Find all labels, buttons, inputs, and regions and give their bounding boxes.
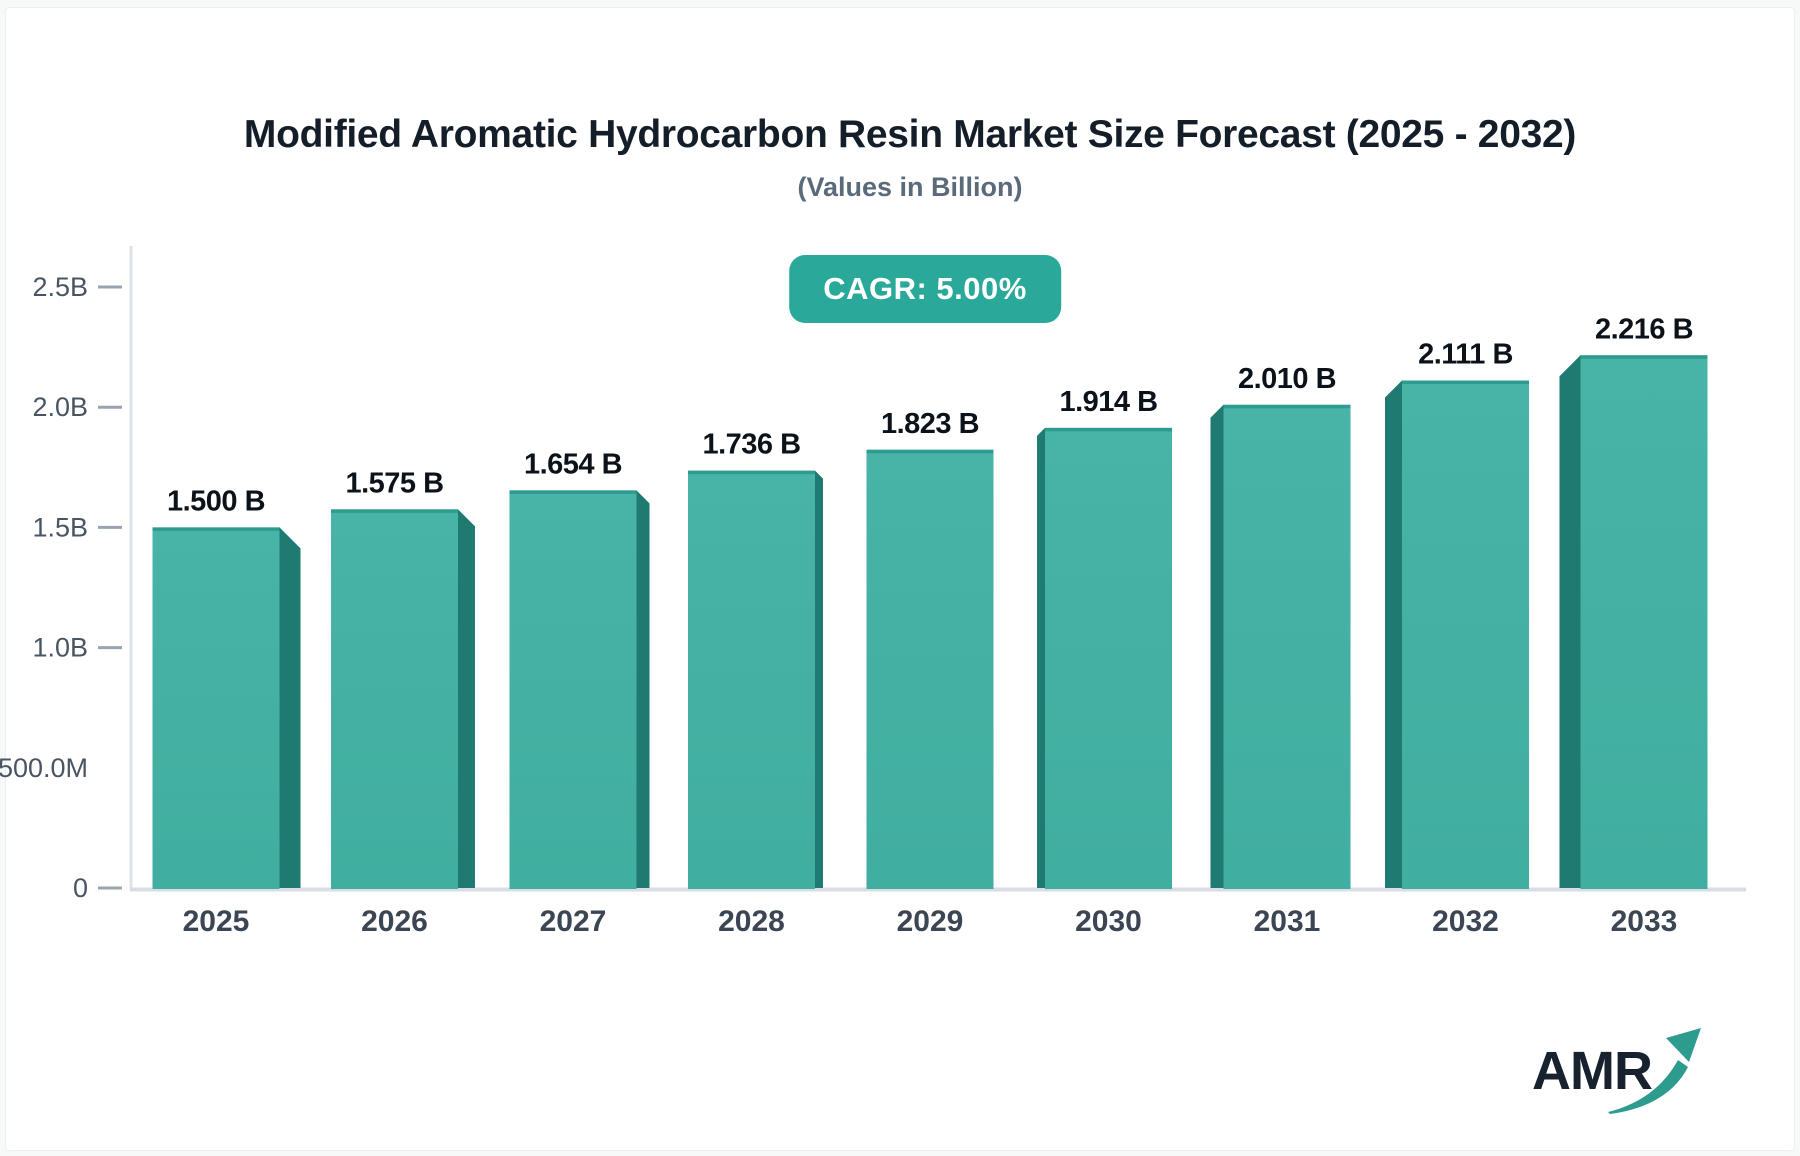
- chart-header: Modified Aromatic Hydrocarbon Resin Mark…: [20, 110, 1800, 203]
- bar-top-edge: [509, 490, 637, 494]
- bar-2030: [1045, 427, 1172, 889]
- bar-top-edge: [331, 509, 458, 513]
- bar-side-face: [279, 527, 301, 888]
- y-axis-tick-label: 2.5B: [32, 272, 88, 302]
- bar-2027: [509, 490, 637, 889]
- bar-value-label: 2.010 B: [1238, 363, 1336, 395]
- x-axis-label: 2031: [1254, 905, 1321, 938]
- bar-2032: [1402, 380, 1529, 889]
- bar-side-face: [1210, 404, 1224, 888]
- y-axis-tick-label: 1.5B: [32, 512, 88, 542]
- chart-subtitle: (Values in Billion): [797, 172, 1023, 202]
- bar-side-face: [636, 490, 650, 888]
- x-axis-label: 2033: [1611, 905, 1678, 938]
- bar-2033: [1580, 355, 1708, 890]
- bar-side-face: [1385, 380, 1402, 888]
- bar-top-edge: [1580, 355, 1708, 359]
- logo-arrow-icon: [1608, 1028, 1701, 1114]
- bar-value-label: 2.216 B: [1595, 313, 1693, 345]
- bar-side-face: [1559, 355, 1581, 889]
- bar-top-edge: [688, 470, 815, 475]
- bar-value-label: 1.914 B: [1059, 386, 1157, 418]
- bar-side-face: [815, 470, 823, 888]
- bar-side-face: [458, 509, 475, 888]
- bar-top-edge: [152, 527, 280, 531]
- y-axis-tick-label: 500.0M: [0, 753, 88, 783]
- y-axis-tick-label: 0: [73, 873, 88, 903]
- bar-value-label: 1.736 B: [702, 429, 800, 461]
- bar-2031: [1223, 404, 1351, 889]
- x-axis-label: 2025: [183, 905, 250, 938]
- bar-value-label: 1.575 B: [345, 467, 443, 499]
- bar-2028: [688, 470, 815, 889]
- bar-top-edge: [866, 449, 994, 454]
- bar-value-label: 1.500 B: [167, 485, 265, 517]
- bar-value-label: 1.654 B: [524, 448, 622, 480]
- bar-2029: [866, 449, 994, 889]
- x-axis-label: 2026: [361, 905, 428, 938]
- x-axis-label: 2032: [1432, 905, 1499, 938]
- bar-top-edge: [1045, 427, 1172, 432]
- amr-logo: AMR: [1532, 1028, 1732, 1144]
- bar-value-label: 1.823 B: [881, 408, 979, 440]
- chart-title: Modified Aromatic Hydrocarbon Resin Mark…: [243, 113, 1577, 156]
- cagr-badge: CAGR: 5.00%: [789, 255, 1061, 323]
- bar-top-edge: [1223, 404, 1351, 409]
- bar-value-label: 2.111 B: [1418, 339, 1513, 371]
- y-axis-tick-label: 2.0B: [32, 392, 88, 422]
- bar-2025: [152, 527, 280, 889]
- bar-top-edge: [1402, 380, 1529, 385]
- amr-logo-text: AMR: [1532, 1041, 1653, 1101]
- bar-side-face: [1037, 427, 1045, 888]
- bar-2026: [331, 509, 458, 889]
- y-axis-tick-label: 1.0B: [32, 633, 88, 663]
- x-axis-label: 2028: [718, 905, 785, 938]
- x-axis-label: 2027: [540, 905, 607, 938]
- x-axis-label: 2030: [1075, 905, 1142, 938]
- x-axis-label: 2029: [897, 905, 964, 938]
